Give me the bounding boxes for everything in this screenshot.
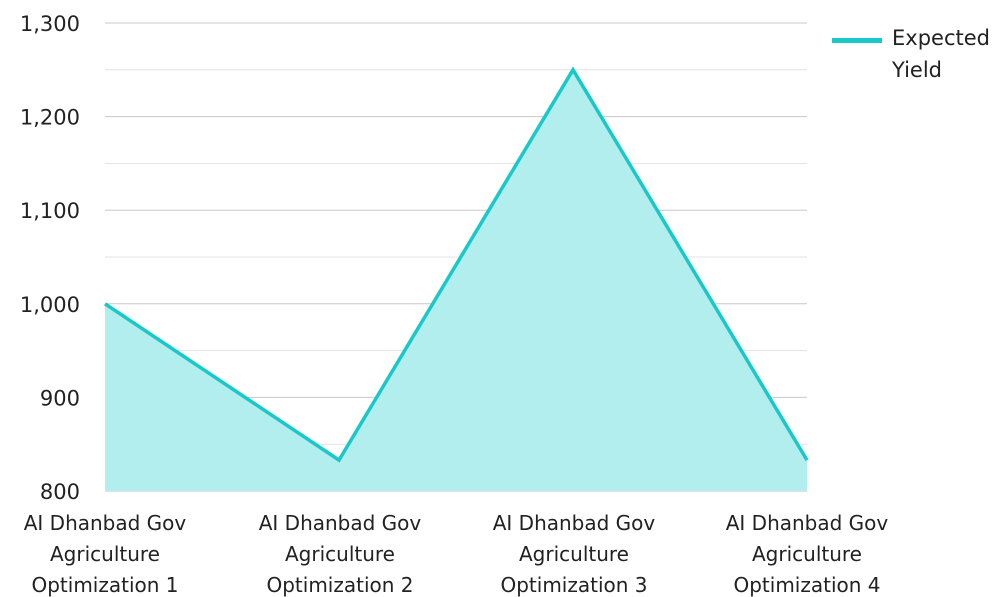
y-tick-label: 1,200 [20, 106, 80, 130]
x-tick-label: AI Dhanbad Gov Agriculture Optimization 3 [493, 511, 656, 597]
area-fill-expected-yield [105, 69, 807, 492]
y-tick-label: 1,000 [20, 293, 80, 317]
y-tick-label: 1,100 [20, 199, 80, 223]
legend-swatch-expected-yield [832, 38, 882, 43]
x-tick-label: AI Dhanbad Gov Agriculture Optimization 2 [259, 511, 422, 597]
x-tick-label: AI Dhanbad Gov Agriculture Optimization 4 [726, 511, 889, 597]
legend-label-expected-yield: Expected Yield [892, 26, 990, 82]
series-line-expected-yield [104, 66, 809, 463]
y-tick-label: 800 [40, 480, 80, 504]
y-tick-label: 1,300 [20, 12, 80, 36]
x-tick-label: AI Dhanbad Gov Agriculture Optimization 1 [24, 511, 187, 597]
y-tick-label: 900 [40, 386, 80, 410]
